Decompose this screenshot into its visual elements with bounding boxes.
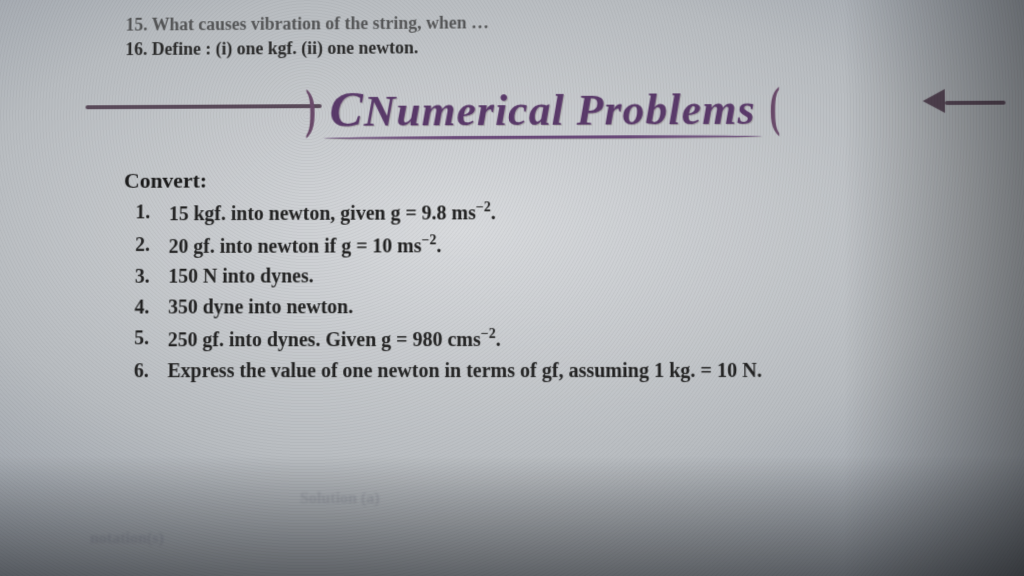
superscript: −2 [476, 200, 491, 215]
item-number: 1. [135, 202, 150, 225]
heading-rule-right [945, 101, 1006, 105]
item-number: 4. [134, 297, 149, 320]
item-text-after: . [491, 202, 496, 224]
superscript: −2 [422, 233, 437, 248]
heading-rule-left [86, 104, 322, 109]
list-item: 6. Express the value of one newton in ter… [122, 360, 969, 383]
arrow-tip-icon [923, 89, 945, 113]
question-15: 15. What causes vibration of the string,… [125, 9, 964, 35]
item-text-after: . [436, 235, 441, 257]
item-number: 6. [134, 360, 149, 383]
section-heading: CNumerical Problems [324, 78, 762, 138]
item-text: 150 N into dynes. [168, 266, 313, 288]
ornament-right: ( [769, 76, 780, 138]
bleed-through-text: Solution (a) [300, 490, 380, 508]
problem-list: 1.15 kgf. into newton, given g = 9.8 ms−… [122, 199, 969, 383]
page-scan: 15. What causes vibration of the string,… [1, 0, 1024, 576]
convert-label: Convert: [124, 165, 966, 194]
item-number: 3. [135, 266, 150, 289]
item-text: 20 gf. into newton if g = 10 ms [169, 235, 422, 257]
item-text: Express the value of one newton in terms… [167, 360, 761, 382]
list-item: 4. 350 dyne into newton. [123, 296, 968, 320]
item-text: 15 kgf. into newton, given g = 9.8 ms [169, 202, 476, 225]
heading-underline [323, 135, 761, 140]
list-item: 5. 250 gf. into dynes. Given g = 980 cms−… [122, 327, 968, 352]
heading-first-letter: C [329, 81, 364, 136]
heading-rest: Numerical Problems [364, 85, 756, 135]
list-item: 3. 150 N into dynes. [123, 264, 967, 289]
item-number: 2. [135, 234, 150, 257]
item-text: 350 dyne into newton. [168, 297, 353, 319]
superscript: −2 [481, 327, 496, 342]
heading-wrap: ) CNumerical Problems ( [124, 75, 965, 141]
bleed-through-text: notation(s) [90, 530, 164, 548]
list-item: 2. 20 gf. into newton if g = 10 ms−2. [123, 232, 967, 259]
question-16: 16. Define : (i) one kgf. (ii) one newto… [125, 34, 964, 60]
item-text-after: . [496, 329, 501, 351]
item-text: 250 gf. into dynes. Given g = 980 cms [168, 329, 481, 351]
item-number: 5. [134, 328, 149, 351]
ornament-left: ) [305, 79, 316, 140]
list-item: 1. 15 kgf. into newton, given g = 9.8 ms−… [124, 199, 967, 226]
